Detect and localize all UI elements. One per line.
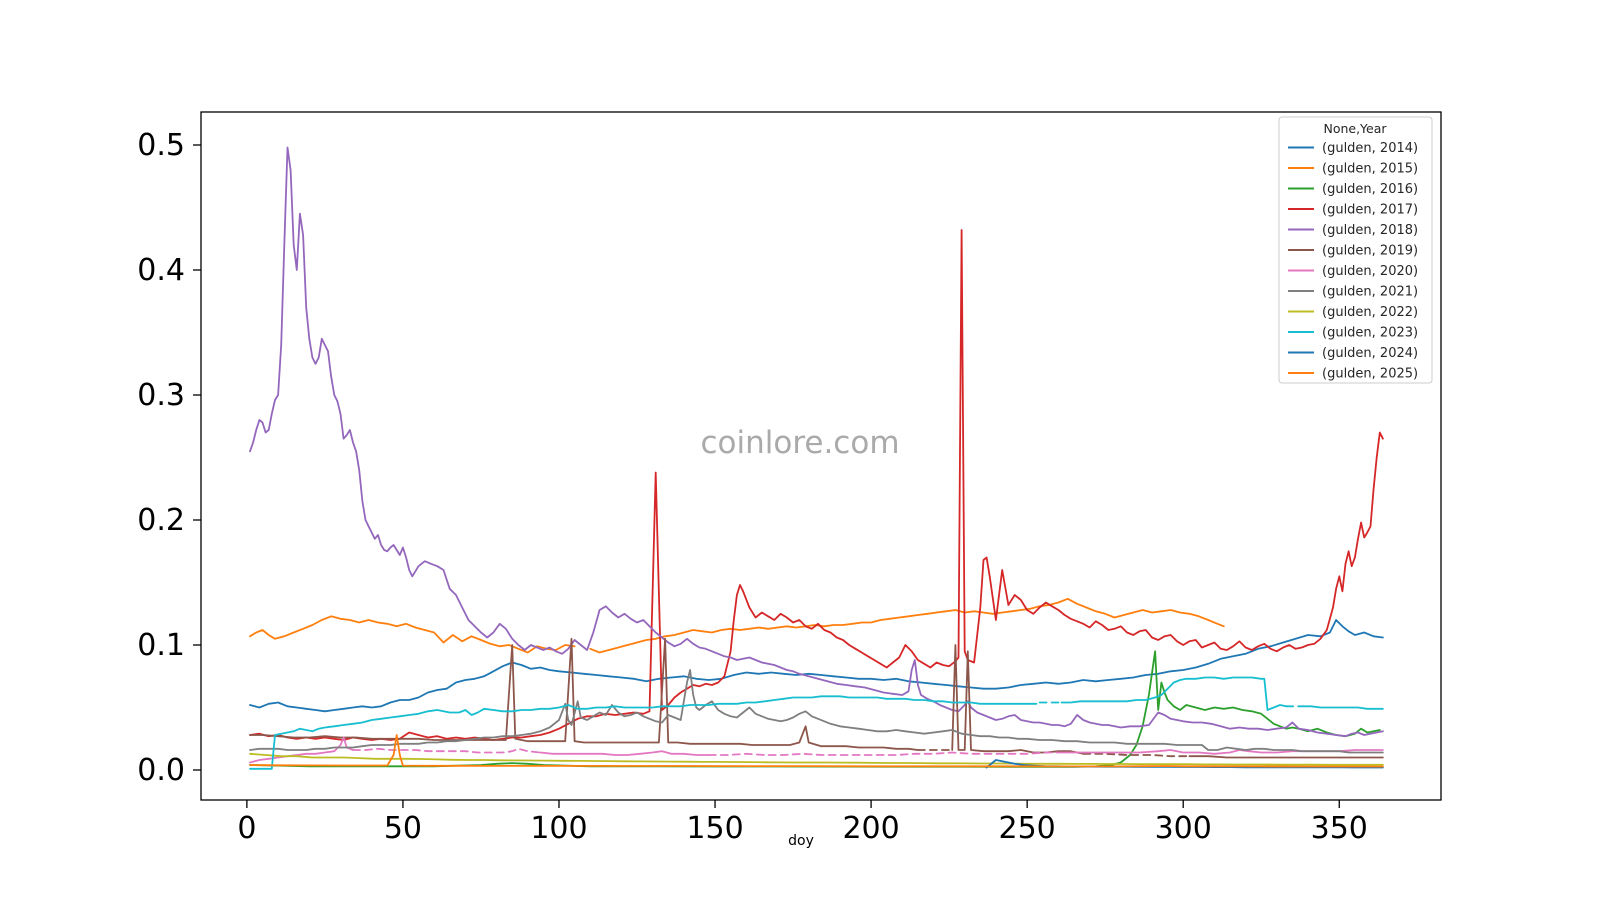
x-tick-label: 50 xyxy=(384,811,422,846)
series-line-gulden-2017 xyxy=(249,229,1384,741)
series-line-gulden-2020 xyxy=(352,747,542,754)
series-line-gulden-2020 xyxy=(249,736,354,764)
legend-entries: (gulden, 2014) (gulden, 2015) (gulden, 201… xyxy=(1288,141,1418,382)
series-line-gulden-2019 xyxy=(951,644,1085,755)
series-line-gulden-2019 xyxy=(1188,755,1384,759)
legend-frame xyxy=(1278,116,1433,384)
y-tick-label: 0.2 xyxy=(137,503,185,538)
series-line-gulden-2021 xyxy=(249,669,1384,754)
legend-label-2021: (gulden, 2021) xyxy=(1322,285,1418,300)
y-tick-label: 0.5 xyxy=(137,128,185,163)
legend-label-2024: (gulden, 2024) xyxy=(1322,346,1418,361)
x-axis-ticks: 0 50 100 150 200 250 300 350 xyxy=(237,800,1368,846)
legend-label-2018: (gulden, 2018) xyxy=(1322,223,1418,238)
legend-title: None,Year xyxy=(1323,121,1387,136)
series-line-gulden-2015 xyxy=(589,597,1225,654)
series-line-gulden-2019 xyxy=(1082,752,1191,758)
series-line-gulden-2023 xyxy=(1300,705,1384,710)
legend-label-2022: (gulden, 2022) xyxy=(1322,305,1418,320)
legend-label-2016: (gulden, 2016) xyxy=(1322,182,1418,197)
series-line-gulden-2019 xyxy=(249,637,919,751)
series-line-gulden-2022 xyxy=(249,752,1384,766)
x-tick-label: 200 xyxy=(842,811,899,846)
legend-label-2017: (gulden, 2017) xyxy=(1322,203,1418,218)
legend-label-2023: (gulden, 2023) xyxy=(1322,326,1418,341)
legend: None,Year (gulden, 2014)(gulden, 2015)(g… xyxy=(1278,116,1433,384)
y-tick-label: 0.0 xyxy=(137,753,185,788)
y-tick-label: 0.3 xyxy=(137,378,185,413)
x-tick-label: 100 xyxy=(530,811,587,846)
y-tick-label: 0.1 xyxy=(137,628,185,663)
watermark: coinlore.com xyxy=(700,425,899,461)
series-line-gulden-2015 xyxy=(249,615,576,654)
x-tick-label: 0 xyxy=(237,811,256,846)
series-line-gulden-2025 xyxy=(249,734,1384,768)
series-line-gulden-2023 xyxy=(249,695,1038,770)
x-tick-label: 300 xyxy=(1155,811,1212,846)
legend-label-2020: (gulden, 2020) xyxy=(1322,264,1418,279)
x-tick-label: 250 xyxy=(999,811,1056,846)
series-line-gulden-2020 xyxy=(539,750,710,756)
legend-label-2014: (gulden, 2014) xyxy=(1322,141,1418,156)
legend-label-2025: (gulden, 2025) xyxy=(1322,367,1418,382)
series-lines xyxy=(249,146,1384,770)
x-tick-label: 150 xyxy=(686,811,743,846)
series-line-gulden-2020 xyxy=(707,751,1066,756)
series-line-gulden-2014 xyxy=(249,619,1384,713)
series-line-gulden-2018 xyxy=(249,146,1384,738)
y-axis-ticks: 0.0 0.1 0.2 0.3 0.4 0.5 xyxy=(137,128,201,788)
y-tick-label: 0.4 xyxy=(137,253,185,288)
x-axis-label: doy xyxy=(788,833,814,849)
plot-border xyxy=(200,111,1442,801)
legend-label-2019: (gulden, 2019) xyxy=(1322,244,1418,259)
legend-label-2015: (gulden, 2015) xyxy=(1322,162,1418,177)
x-tick-label: 350 xyxy=(1311,811,1368,846)
series-line-gulden-2023 xyxy=(1060,676,1288,711)
